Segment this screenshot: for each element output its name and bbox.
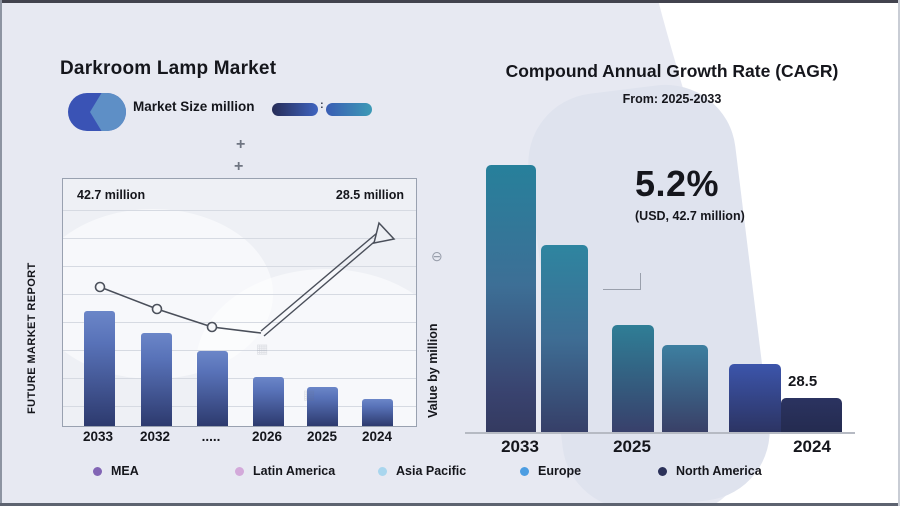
gridline (63, 294, 416, 295)
x-tick-label: 2025 (306, 429, 338, 444)
x-tick-label: 2024 (361, 429, 393, 444)
gridline (63, 406, 416, 407)
gridline (63, 350, 416, 351)
trend-line-and-arrow (94, 221, 396, 337)
market-size-label: Market Size million (133, 99, 255, 114)
cagr-value: 5.2% (635, 163, 720, 204)
frame-edge (0, 503, 900, 506)
legend-item-mea: MEA (93, 464, 139, 478)
bar-2032 (141, 333, 172, 426)
cagr-title: Compound Annual Growth Rate (CAGR) (505, 61, 839, 81)
legend-marker-icon (658, 466, 667, 476)
decor-bracket-line (640, 273, 641, 290)
legend-label: North America (676, 464, 762, 478)
cylinder-face-icon (90, 93, 126, 131)
plus-mark-icon: + (234, 158, 244, 175)
x-tick-label: 2032 (139, 429, 171, 444)
bar-2026 (253, 377, 284, 426)
legend-label: Europe (538, 464, 582, 478)
cagr-bar-3 (662, 345, 708, 432)
x-tick-label: 2026 (251, 429, 283, 444)
watermark-icon: ▦ (256, 341, 269, 356)
pill-separator: : (320, 99, 324, 111)
watermark-icon: ▦ (303, 387, 316, 402)
cagr-bar-0 (486, 165, 536, 432)
legend-label: Asia Pacific (396, 464, 467, 478)
cagr-note: (USD, 42.7 million) (635, 209, 745, 223)
gridline (63, 322, 416, 323)
left-chart: ▦ ▦ 42.7 million 28.5 million (62, 178, 417, 427)
x-tick-label: 2033 (82, 429, 114, 444)
gradient-pill-left (272, 103, 318, 116)
cagr-bar-5 (781, 398, 842, 432)
legend-marker-icon (235, 466, 244, 476)
bar-2024 (362, 399, 393, 426)
legend-marker-icon (520, 466, 529, 476)
gridline (63, 378, 416, 379)
legend-marker-icon (93, 466, 102, 476)
value-axis-label: Value by million (426, 323, 440, 418)
decor-bracket-line (603, 289, 641, 290)
cagr-subtitle: From: 2025-2033 (622, 92, 722, 106)
plus-mark-icon: + (236, 136, 246, 153)
legend-item-latin-america: Latin America (235, 464, 335, 478)
annotation-end-value: 28.5 million (335, 188, 404, 202)
bar-2033 (84, 311, 115, 426)
bar-..... (197, 351, 228, 426)
legend-item-north-america: North America (658, 464, 762, 478)
annotation-start-value: 42.7 million (77, 188, 146, 202)
cagr-bar-1 (541, 245, 588, 432)
left-chart-watermark-label: FUTURE MARKET REPORT (26, 262, 38, 414)
data-label-2024: 28.5 (788, 373, 818, 390)
frame-edge (0, 0, 2, 506)
right-chart-baseline (465, 432, 855, 434)
left-chart-x-axis: 2033 2032..... 2026 2025 2024 (62, 429, 415, 449)
page-title: Darkroom Lamp Market (60, 58, 277, 79)
legend-label: MEA (111, 464, 139, 478)
legend-item-europe: Europe (520, 464, 581, 478)
gradient-pill-right (326, 103, 372, 116)
bar-2025 (307, 387, 338, 426)
circle-minus-icon: ⊖ (431, 248, 443, 264)
x-tick-label: 2025 (613, 437, 651, 456)
gridline (63, 238, 416, 239)
gridline (63, 210, 416, 211)
x-tick-label: 2024 (793, 437, 831, 456)
cylinder-icon (68, 93, 126, 131)
legend-item-asia-pacific: Asia Pacific (378, 464, 466, 478)
legend-label: Latin America (253, 464, 336, 478)
frame-edge (898, 0, 900, 506)
cagr-bar-4 (729, 364, 781, 432)
gridline (63, 266, 416, 267)
x-tick-label: ..... (201, 429, 221, 444)
frame-edge (0, 0, 900, 3)
cagr-bar-2 (612, 325, 654, 432)
legend-marker-icon (378, 466, 387, 476)
x-tick-label: 2033 (501, 437, 539, 456)
